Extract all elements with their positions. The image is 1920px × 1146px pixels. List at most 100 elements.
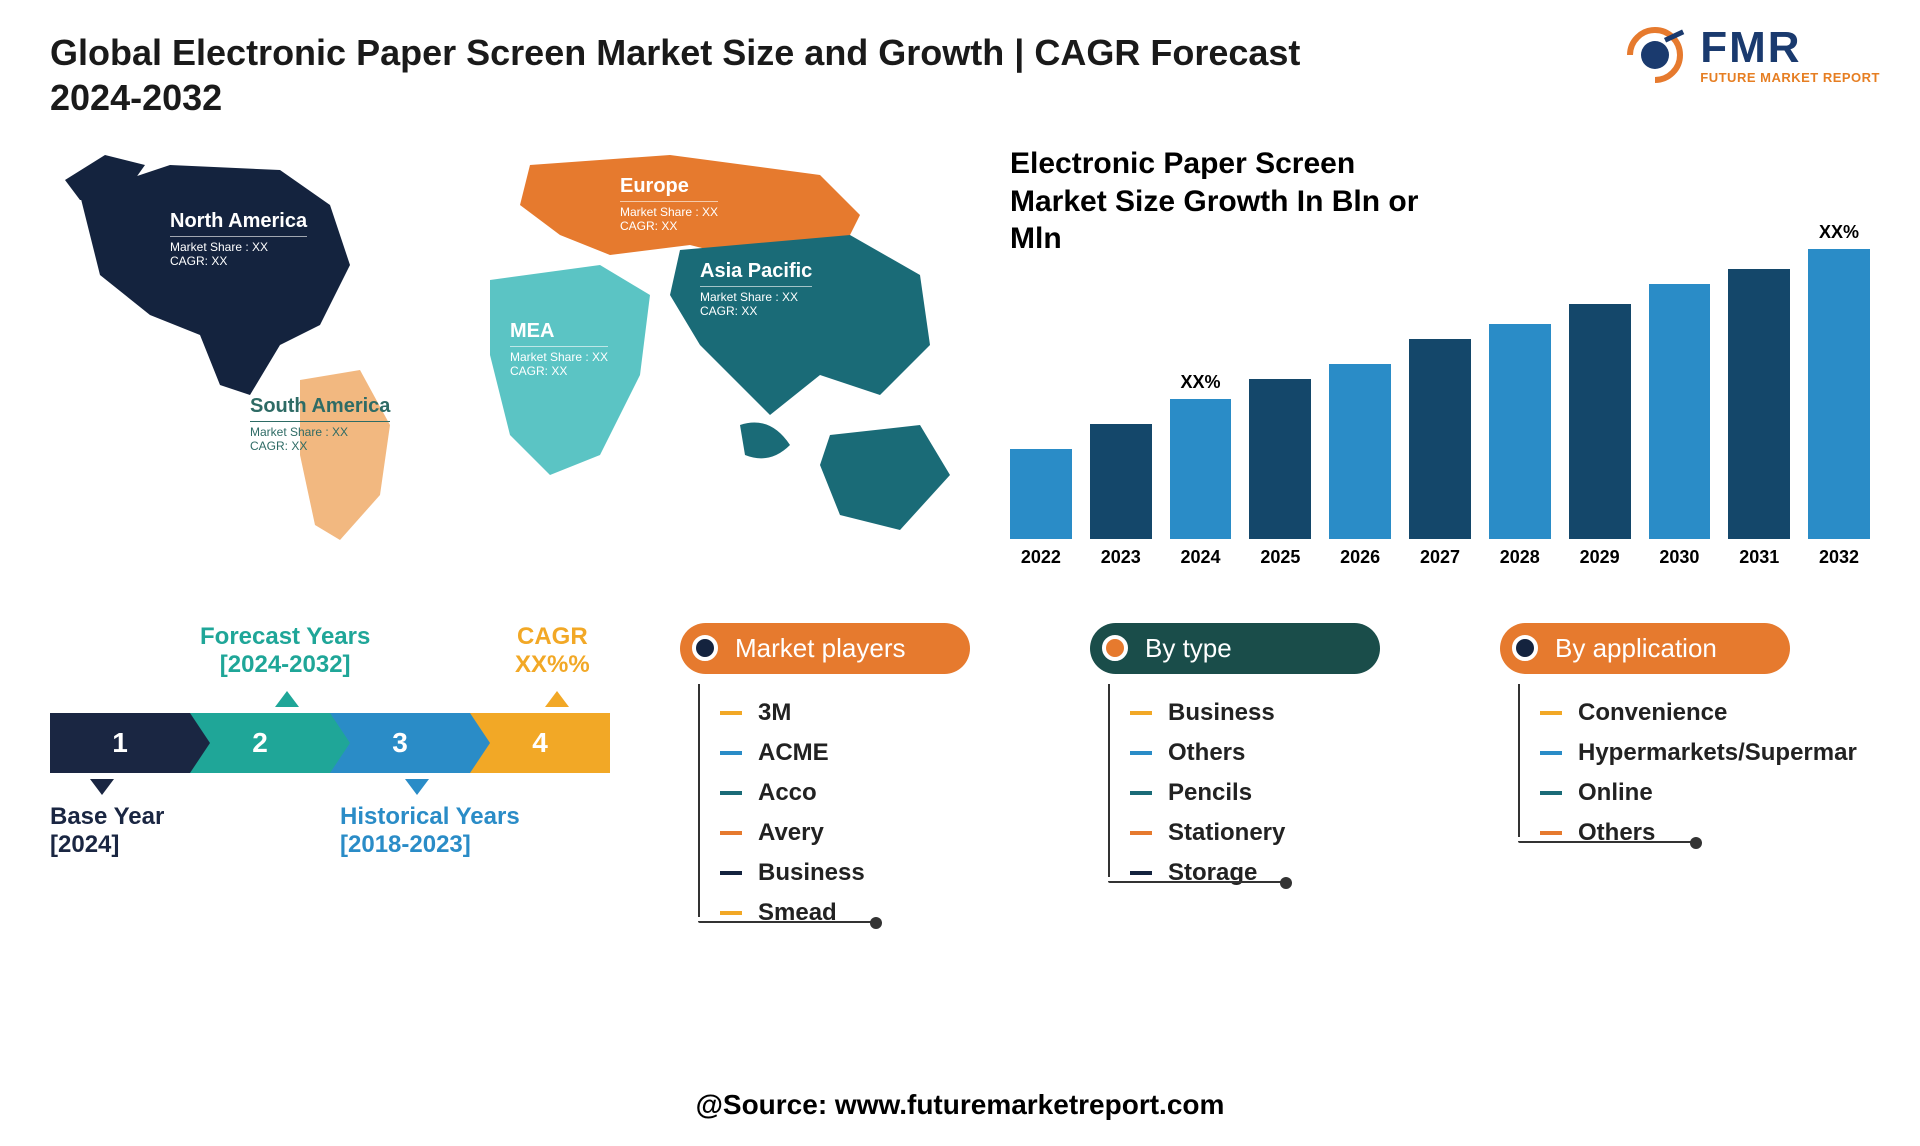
cat-end-dot-icon xyxy=(1280,877,1292,889)
cat-tick-icon xyxy=(1540,791,1562,795)
timeline-bar: 1234 xyxy=(50,713,610,773)
cat-item: Smead xyxy=(720,899,1050,927)
cat-list: Convenience Hypermarkets/Supermar Online Ot… xyxy=(1500,699,1870,847)
timeline-seg-4: 4 xyxy=(470,713,610,773)
bar-year-label: 2031 xyxy=(1739,547,1779,568)
region-share: Market Share : XX xyxy=(250,421,390,439)
region-name: Asia Pacific xyxy=(700,260,812,283)
cat-item: Stationery xyxy=(1130,819,1460,847)
bar-year-label: 2029 xyxy=(1580,547,1620,568)
bar-rect xyxy=(1329,364,1391,539)
bar-rect xyxy=(1808,249,1870,539)
source-attribution: @Source: www.futuremarketreport.com xyxy=(696,1089,1225,1121)
cat-item-label: Hypermarkets/Supermar xyxy=(1578,739,1857,767)
cat-item: ACME xyxy=(720,739,1050,767)
chart-title: Electronic Paper Screen Market Size Grow… xyxy=(1010,145,1430,258)
cat-item-label: Pencils xyxy=(1168,779,1252,807)
region-share: Market Share : XX xyxy=(510,346,608,364)
cat-item-label: Stationery xyxy=(1168,819,1285,847)
cat-item: Online xyxy=(1540,779,1870,807)
cat-item: Others xyxy=(1540,819,1870,847)
timeline-seg-2: 2 xyxy=(190,713,330,773)
logo-sub-text: FUTURE MARKET REPORT xyxy=(1700,70,1880,85)
region-eu: EuropeMarket Share : XXCAGR: XX xyxy=(620,175,718,233)
region-sa: South AmericaMarket Share : XXCAGR: XX xyxy=(250,395,390,453)
bar-2030: 2030 xyxy=(1649,256,1711,568)
region-cagr: CAGR: XX xyxy=(510,364,608,378)
historical-label: Historical Years [2018-2023] xyxy=(340,803,520,861)
bar-rect xyxy=(1010,449,1072,539)
bar-year-label: 2026 xyxy=(1340,547,1380,568)
bar-chart: 20222023XX%20242025202620272028202920302… xyxy=(1010,268,1870,568)
base-arrow xyxy=(90,779,114,795)
bar-rect xyxy=(1569,304,1631,539)
cat-header: Market players xyxy=(680,623,970,674)
bar-year-label: 2030 xyxy=(1659,547,1699,568)
cagr-label: CAGR XX%% xyxy=(515,623,590,681)
region-name: Europe xyxy=(620,175,718,198)
cat-item: Storage xyxy=(1130,859,1460,887)
cat-item-label: Business xyxy=(1168,699,1275,727)
page-title: Global Electronic Paper Screen Market Si… xyxy=(50,30,1350,120)
region-mea: MEAMarket Share : XXCAGR: XX xyxy=(510,320,608,378)
bar-2031: 2031 xyxy=(1728,241,1790,568)
bar-2023: 2023 xyxy=(1090,396,1152,568)
cat-tick-icon xyxy=(1130,751,1152,755)
cat-list: Business Others Pencils Stationery Storage xyxy=(1090,699,1460,887)
cat-tick-icon xyxy=(1130,871,1152,875)
timeline: Forecast Years [2024-2032] CAGR XX%% 123… xyxy=(50,623,650,939)
world-map: North AmericaMarket Share : XXCAGR: XX So… xyxy=(50,145,970,545)
cat-item-label: Others xyxy=(1578,819,1655,847)
cat-item-label: ACME xyxy=(758,739,829,767)
category-0: Market players 3M ACME Acco Avery Business Sme… xyxy=(680,623,1050,939)
cat-item-label: Others xyxy=(1168,739,1245,767)
region-cagr: CAGR: XX xyxy=(250,439,390,453)
cat-item-label: Acco xyxy=(758,779,817,807)
region-share: Market Share : XX xyxy=(700,286,812,304)
cat-tick-icon xyxy=(720,911,742,915)
bar-year-label: 2022 xyxy=(1021,547,1061,568)
cat-item: Acco xyxy=(720,779,1050,807)
cat-tick-icon xyxy=(1130,831,1152,835)
cat-item-label: Business xyxy=(758,859,865,887)
cat-header-label: By application xyxy=(1555,633,1717,663)
cat-end-dot-icon xyxy=(1690,837,1702,849)
bar-chart-area: Electronic Paper Screen Market Size Grow… xyxy=(1010,145,1870,568)
cat-item: Hypermarkets/Supermar xyxy=(1540,739,1870,767)
bar-2024: XX%2024 xyxy=(1170,372,1232,568)
cat-item-label: 3M xyxy=(758,699,791,727)
cat-tick-icon xyxy=(720,751,742,755)
bar-rect xyxy=(1249,379,1311,539)
region-ap: Asia Pacific Market Share : XXCAGR: XX xyxy=(700,260,812,318)
cat-dot-icon xyxy=(1102,635,1128,661)
cat-tick-icon xyxy=(1540,751,1562,755)
cat-dot-icon xyxy=(692,635,718,661)
cat-item: Business xyxy=(1130,699,1460,727)
region-na: North AmericaMarket Share : XXCAGR: XX xyxy=(170,210,307,268)
cat-item: Convenience xyxy=(1540,699,1870,727)
logo-icon xyxy=(1620,20,1690,90)
cagr-arrow xyxy=(545,691,569,707)
cat-tick-icon xyxy=(1540,711,1562,715)
historical-arrow xyxy=(405,779,429,795)
bar-rect xyxy=(1409,339,1471,539)
cat-end-dot-icon xyxy=(870,917,882,929)
bar-year-label: 2027 xyxy=(1420,547,1460,568)
region-cagr: CAGR: XX xyxy=(620,219,718,233)
bar-year-label: 2024 xyxy=(1181,547,1221,568)
bar-rect xyxy=(1728,269,1790,539)
bar-2032: XX%2032 xyxy=(1808,222,1870,568)
bar-rect xyxy=(1649,284,1711,539)
cat-item: Others xyxy=(1130,739,1460,767)
bar-2029: 2029 xyxy=(1569,276,1631,568)
timeline-seg-1: 1 xyxy=(50,713,190,773)
cat-tick-icon xyxy=(720,791,742,795)
cat-item-label: Avery xyxy=(758,819,824,847)
cat-item: Pencils xyxy=(1130,779,1460,807)
bar-year-label: 2023 xyxy=(1101,547,1141,568)
region-cagr: CAGR: XX xyxy=(700,304,812,318)
category-1: By typeBusinessOthersPencilsStationerySt… xyxy=(1090,623,1460,939)
logo-main-text: FMR xyxy=(1700,26,1880,70)
cat-tick-icon xyxy=(1130,791,1152,795)
cat-item: Avery xyxy=(720,819,1050,847)
